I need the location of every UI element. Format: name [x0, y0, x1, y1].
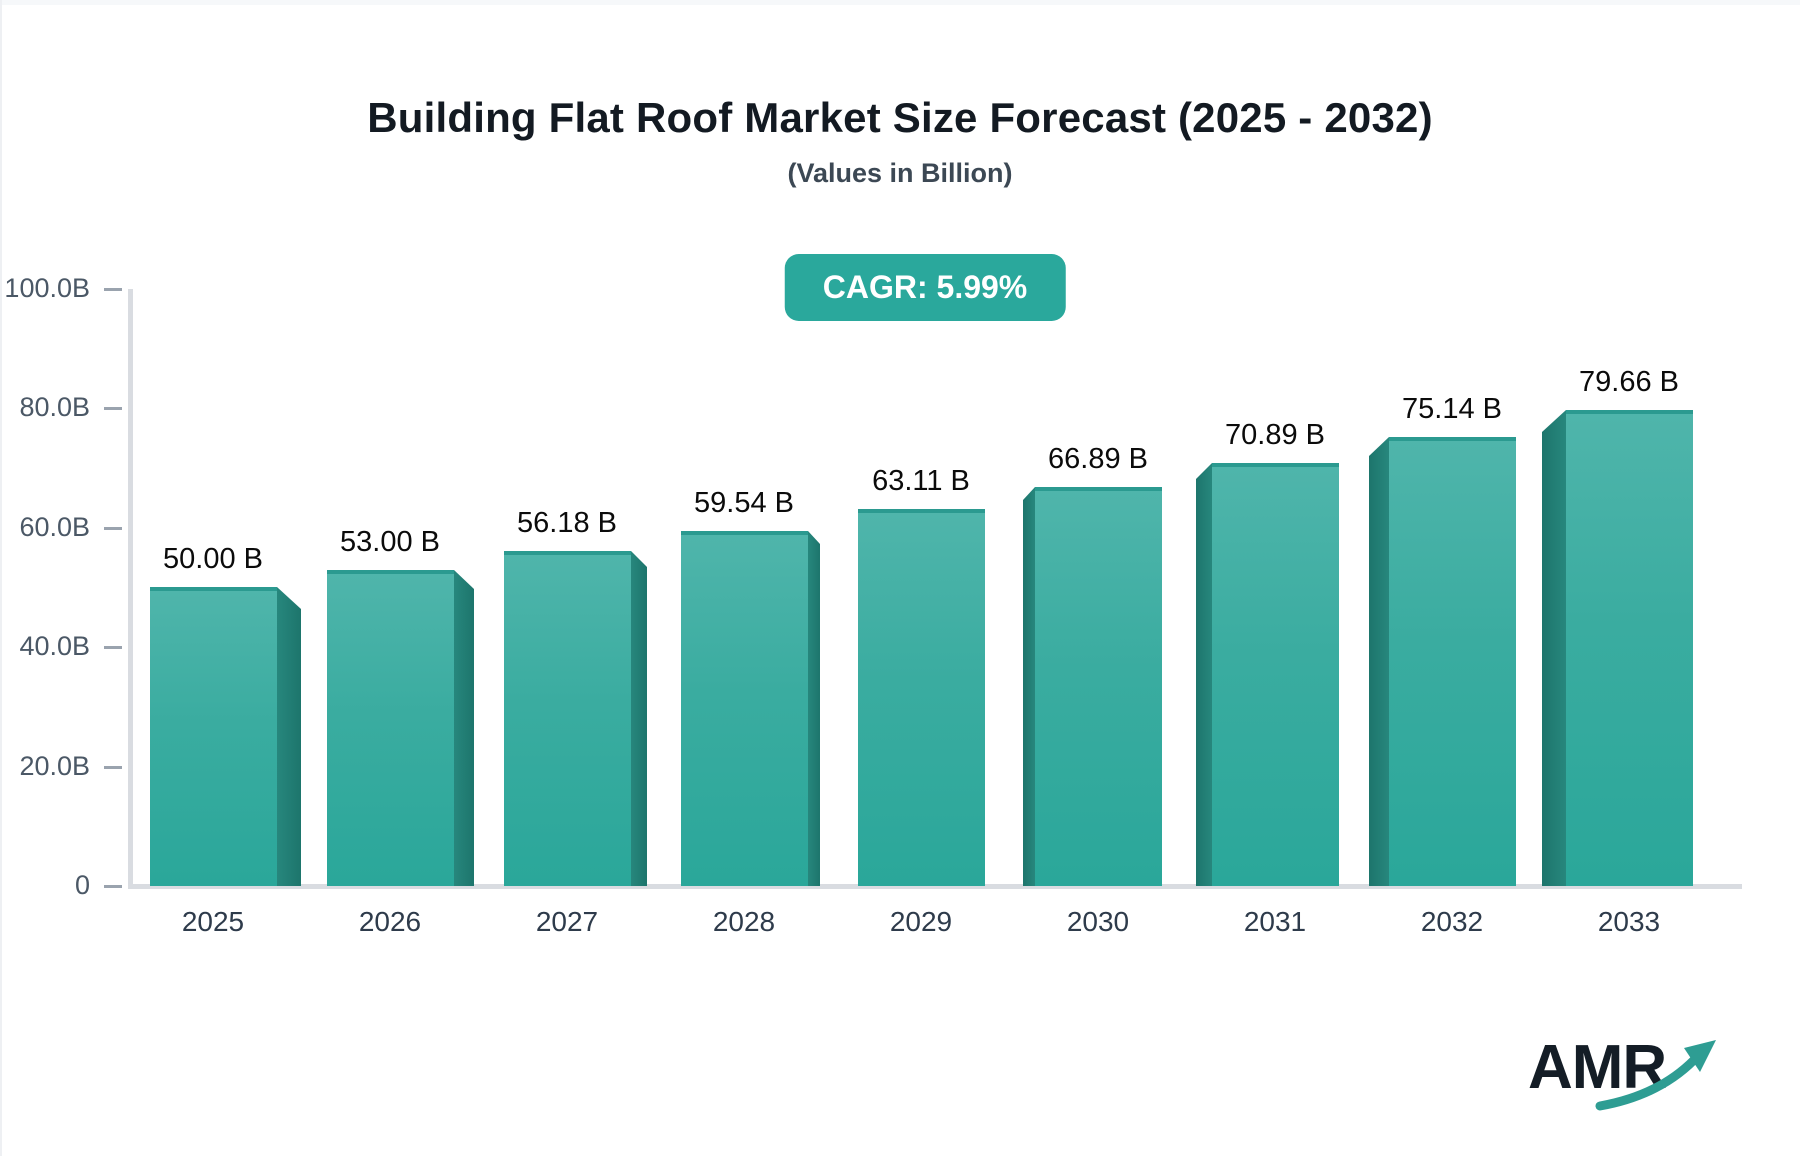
x-axis-label-2033: 2033: [1597, 906, 1661, 937]
y-axis-tick: [104, 288, 122, 291]
bar-2031: [1212, 463, 1339, 886]
bar-2027: [504, 551, 631, 886]
page-left-edge: [0, 0, 2, 1156]
y-axis-line: [128, 289, 133, 889]
bar-2025: [150, 587, 277, 886]
chart-title: Building Flat Roof Market Size Forecast …: [367, 94, 1433, 141]
y-axis-tick-label: 60.0B: [19, 511, 90, 542]
x-axis-label-2027: 2027: [535, 906, 599, 937]
y-axis-tick-label: 20.0B: [19, 750, 90, 781]
bar-2030: [1035, 487, 1162, 886]
y-axis-tick: [104, 885, 122, 888]
bar-2026-side-face: [454, 570, 474, 886]
bar-2033-value-label: 79.66 B: [1579, 366, 1679, 398]
bar-2026: [327, 570, 454, 886]
amr-logo: AMR: [1528, 1032, 1718, 1122]
bar-2025-side-face: [277, 587, 301, 886]
x-axis-label-2030: 2030: [1066, 906, 1130, 937]
chart-subtitle: (Values in Billion): [787, 158, 1013, 188]
bar-2032-value-label: 75.14 B: [1402, 393, 1502, 425]
bar-2029-value-label: 63.11 B: [872, 465, 970, 497]
bar-2028-value-label: 59.54 B: [694, 487, 794, 519]
y-axis-tick: [104, 765, 122, 769]
y-axis-tick-label: 40.0B: [19, 631, 90, 662]
bar-2029: [858, 509, 985, 886]
bar-2030-side-face: [1023, 487, 1035, 886]
bar-2025-value-label: 50.00 B: [163, 543, 263, 575]
growth-arrow-icon: [1595, 1040, 1716, 1111]
y-axis-tick: [104, 407, 122, 411]
x-axis-label-2025: 2025: [181, 906, 245, 937]
bar-2032: [1389, 437, 1516, 886]
y-axis-tick: [104, 526, 122, 530]
bar-2033: [1566, 410, 1693, 886]
bar-2033-side-face: [1542, 410, 1566, 886]
cagr-badge: CAGR: 5.99%: [784, 254, 1066, 321]
page-top-edge: [0, 0, 1800, 5]
x-axis-label-2032: 2032: [1420, 906, 1484, 937]
x-axis-label-2031: 2031: [1243, 906, 1307, 937]
bar-2027-side-face: [631, 551, 647, 886]
x-axis-label-2029: 2029: [889, 906, 953, 937]
bar-2028-side-face: [808, 531, 820, 886]
x-axis-label-2028: 2028: [712, 906, 776, 937]
y-axis-tick-label: 0: [74, 870, 90, 900]
bar-2032-side-face: [1369, 437, 1389, 886]
x-axis-label-2026: 2026: [358, 906, 422, 937]
y-axis-tick-label: 100.0B: [4, 273, 90, 303]
bar-2028: [681, 531, 808, 886]
y-axis-tick: [104, 646, 122, 650]
y-axis-tick-label: 80.0B: [19, 392, 90, 423]
bar-2030-value-label: 66.89 B: [1048, 443, 1148, 475]
x-axis-baseline: [128, 884, 1742, 889]
bar-2027-value-label: 56.18 B: [517, 507, 617, 539]
bar-2031-value-label: 70.89 B: [1225, 419, 1325, 451]
bar-2026-value-label: 53.00 B: [340, 526, 440, 558]
bar-2031-side-face: [1196, 463, 1212, 886]
